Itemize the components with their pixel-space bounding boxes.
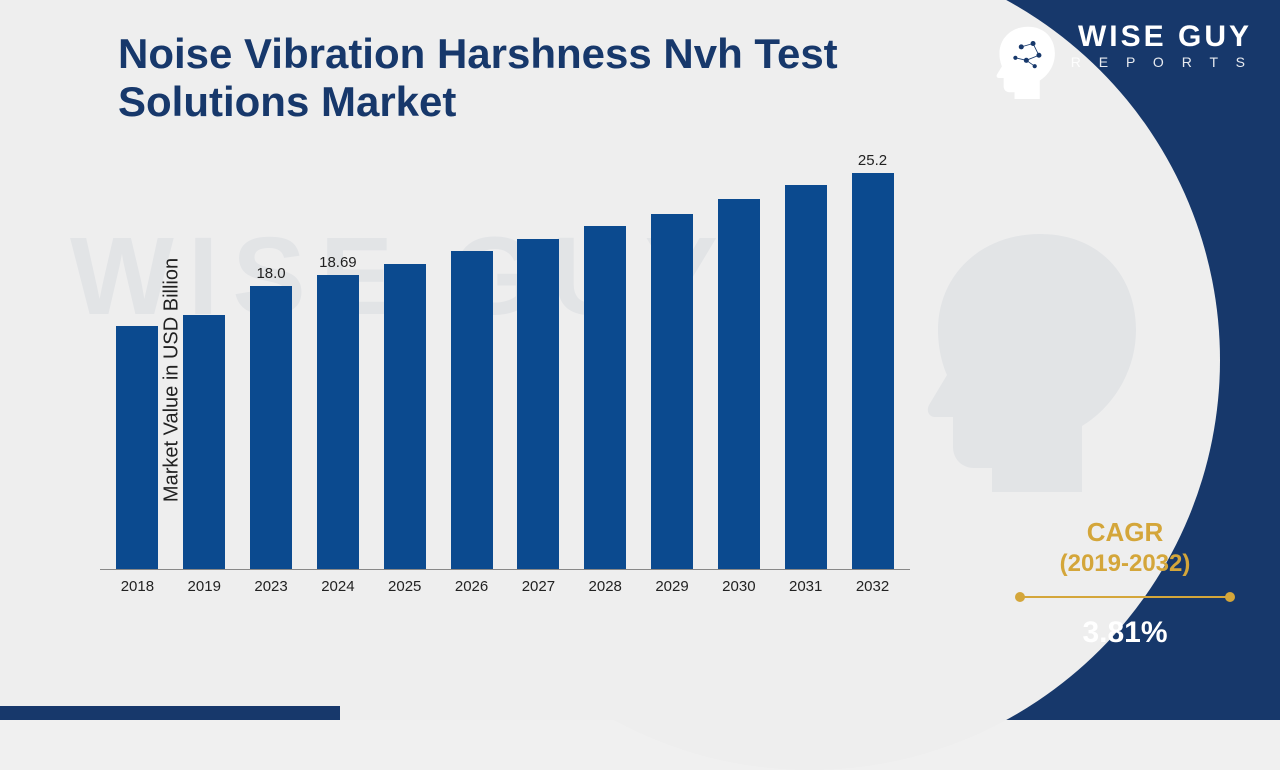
chart-title: Noise Vibration Harshness Nvh Test Solut… [118,30,918,127]
bar-2025 [371,160,438,570]
plot-area: 18.0 18.69 25.2 [100,160,910,570]
brand-logo: WISE GUY R E P O R T S [1071,20,1252,70]
cagr-period: (2019-2032) [1010,550,1240,578]
bar-value-label: 18.0 [256,265,285,282]
bar-2028 [572,160,639,570]
cagr-box: CAGR (2019-2032) 3.81% [1010,517,1240,650]
bar-2018 [104,160,171,570]
bar-rect [317,275,359,570]
bar-rect [384,264,426,570]
bar-2029 [639,160,706,570]
x-axis-categories: 2018201920232024202520262027202820292030… [100,572,910,600]
category-label: 2025 [371,572,438,600]
bar-rect [852,173,894,570]
bar-rect [250,286,292,570]
category-label: 2027 [505,572,572,600]
bar-rect [183,315,225,570]
category-label: 2019 [171,572,238,600]
bars-container: 18.0 18.69 25.2 [100,160,910,570]
bar-rect [116,326,158,570]
bar-2023: 18.0 [238,160,305,570]
category-label: 2028 [572,572,639,600]
brand-line2: R E P O R T S [1071,54,1252,70]
bar-rect [517,239,559,570]
bar-2019 [171,160,238,570]
bar-2024: 18.69 [304,160,371,570]
bar-value-label: 25.2 [858,152,887,169]
bar-value-label: 18.69 [319,254,357,271]
cagr-value: 3.81% [1010,616,1240,650]
bar-2031 [772,160,839,570]
brand-line1: WISE GUY [1071,20,1252,54]
category-label: 2018 [104,572,171,600]
bar-rect [718,199,760,570]
bar-rect [584,226,626,570]
category-label: 2023 [238,572,305,600]
category-label: 2024 [304,572,371,600]
category-label: 2029 [639,572,706,600]
bar-rect [451,251,493,570]
bar-chart: Market Value in USD Billion 18.018.6925.… [60,160,910,600]
infographic-stage: WISE GUY Noise Vibration Harshness Nvh T… [0,0,1280,720]
category-label: 2032 [839,572,906,600]
brand-head-icon [986,20,1070,104]
category-label: 2026 [438,572,505,600]
category-label: 2030 [705,572,772,600]
cagr-divider [1020,596,1230,598]
cagr-title: CAGR [1010,517,1240,548]
category-label: 2031 [772,572,839,600]
footer-accent-bar [0,706,340,720]
bar-rect [785,185,827,570]
bar-2027 [505,160,572,570]
bar-rect [651,214,693,570]
bar-2026 [438,160,505,570]
bar-2030 [705,160,772,570]
bar-2032: 25.2 [839,160,906,570]
x-axis-line [100,569,910,570]
